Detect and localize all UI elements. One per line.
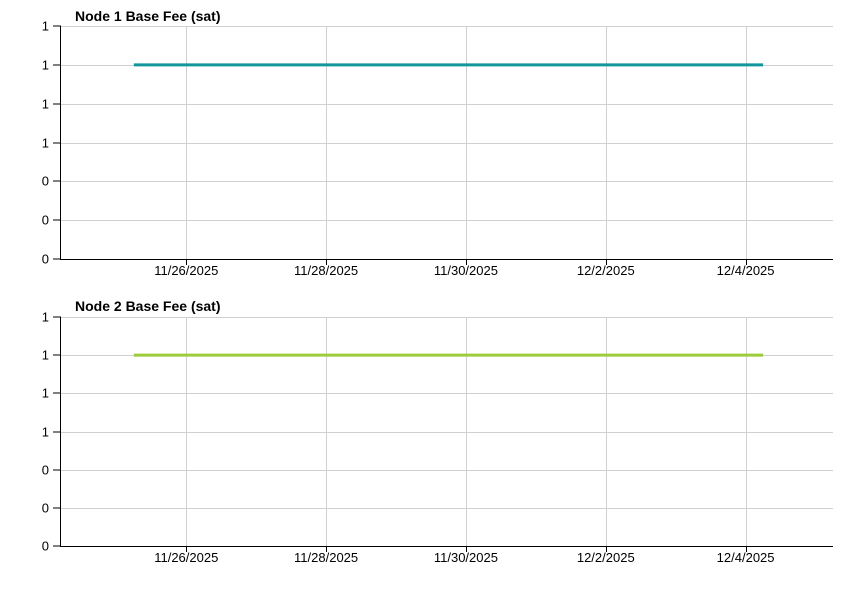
series-line — [61, 26, 833, 259]
y-tick-label: 0 — [41, 251, 49, 267]
x-tick-mark — [745, 547, 747, 552]
y-gridline — [61, 507, 833, 509]
plot-area: 1 1 1 1 0 0 0 11/26/2025 11/28/2025 11/30/2025 12/… — [42, 20, 833, 278]
x-tick-mark — [326, 260, 328, 265]
y-tick-mark — [53, 219, 61, 221]
x-tick-label: 11/28/2025 — [294, 263, 359, 278]
x-tick-label: 12/4/2025 — [716, 550, 775, 565]
y-gridline — [61, 393, 833, 395]
x-gridline — [605, 317, 607, 546]
y-tick-mark — [53, 103, 61, 105]
y-tick-label: 0 — [41, 173, 49, 189]
x-tick-label: 11/26/2025 — [154, 550, 219, 565]
y-tick-label: 1 — [41, 18, 49, 34]
y-tick-mark — [53, 142, 61, 143]
x-tick-label: 12/2/2025 — [576, 550, 635, 565]
x-gridline — [605, 26, 607, 259]
y-tick-mark — [53, 354, 61, 356]
x-gridline — [326, 317, 328, 546]
y-tick-label: 0 — [41, 500, 49, 516]
x-tick-label: 11/30/2025 — [433, 550, 498, 565]
x-tick-label: 11/28/2025 — [294, 550, 359, 565]
y-tick-label: 1 — [41, 96, 49, 112]
y-tick-mark — [53, 507, 61, 509]
x-tick-mark — [745, 260, 747, 265]
plot-area: 1 1 1 1 0 0 0 11/26/2025 11/28/2025 11/30/2025 12/… — [42, 311, 833, 565]
series-line — [61, 317, 833, 546]
x-tick-mark — [186, 260, 188, 265]
node1-base-fee-chart: Node 1 Base Fee (sat) 1 1 1 1 0 0 0 11/26/2025 1… — [0, 0, 860, 290]
x-tick-mark — [465, 260, 467, 265]
y-tick-mark — [53, 316, 61, 318]
y-gridline — [61, 181, 833, 183]
y-tick-label: 0 — [41, 462, 49, 478]
y-tick-label: 0 — [41, 212, 49, 228]
y-gridline — [61, 317, 833, 318]
y-tick-mark — [53, 545, 61, 547]
y-tick-mark — [53, 25, 61, 27]
y-tick-label: 1 — [41, 57, 49, 73]
chart-title: Node 1 Base Fee (sat) — [75, 8, 221, 24]
y-tick-label: 1 — [41, 424, 49, 439]
x-gridline — [745, 26, 747, 259]
y-tick-mark — [53, 180, 61, 182]
chart-title: Node 2 Base Fee (sat) — [75, 298, 221, 314]
y-tick-label: 1 — [41, 385, 49, 401]
x-gridline — [465, 26, 467, 259]
y-tick-mark — [53, 64, 61, 66]
y-tick-mark — [53, 258, 61, 260]
x-tick-label: 12/2/2025 — [576, 263, 635, 278]
y-gridline — [61, 26, 833, 27]
y-tick-mark — [53, 469, 61, 471]
x-tick-mark — [605, 547, 607, 552]
x-gridline — [326, 26, 328, 259]
y-tick-label: 1 — [41, 309, 49, 325]
x-gridline — [745, 317, 747, 546]
x-gridline — [465, 317, 467, 546]
y-tick-label: 1 — [41, 347, 49, 363]
y-tick-mark — [53, 431, 61, 432]
x-gridline — [186, 317, 188, 546]
y-gridline — [61, 469, 833, 471]
x-tick-mark — [605, 260, 607, 265]
x-tick-label: 11/26/2025 — [154, 263, 219, 278]
y-gridline — [61, 431, 833, 433]
node2-base-fee-chart: Node 2 Base Fee (sat) 1 1 1 1 0 0 0 11/26/2025 1… — [0, 290, 860, 600]
x-tick-mark — [465, 547, 467, 552]
y-tick-label: 0 — [41, 538, 49, 554]
x-tick-mark — [326, 547, 328, 552]
y-gridline — [61, 142, 833, 144]
y-gridline — [61, 103, 833, 105]
x-tick-label: 11/30/2025 — [433, 263, 498, 278]
y-tick-mark — [53, 392, 61, 394]
x-tick-label: 12/4/2025 — [716, 263, 775, 278]
y-gridline — [61, 220, 833, 222]
y-tick-label: 1 — [41, 135, 49, 150]
x-tick-mark — [186, 547, 188, 552]
x-gridline — [186, 26, 188, 259]
